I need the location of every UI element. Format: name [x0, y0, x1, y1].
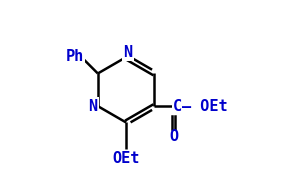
Text: O: O — [169, 129, 178, 144]
Text: C: C — [173, 99, 182, 114]
Text: OEt: OEt — [112, 151, 140, 166]
Text: — OEt: — OEt — [182, 99, 228, 114]
Text: N: N — [88, 99, 97, 114]
Text: N: N — [123, 45, 133, 60]
Text: Ph: Ph — [66, 49, 84, 64]
